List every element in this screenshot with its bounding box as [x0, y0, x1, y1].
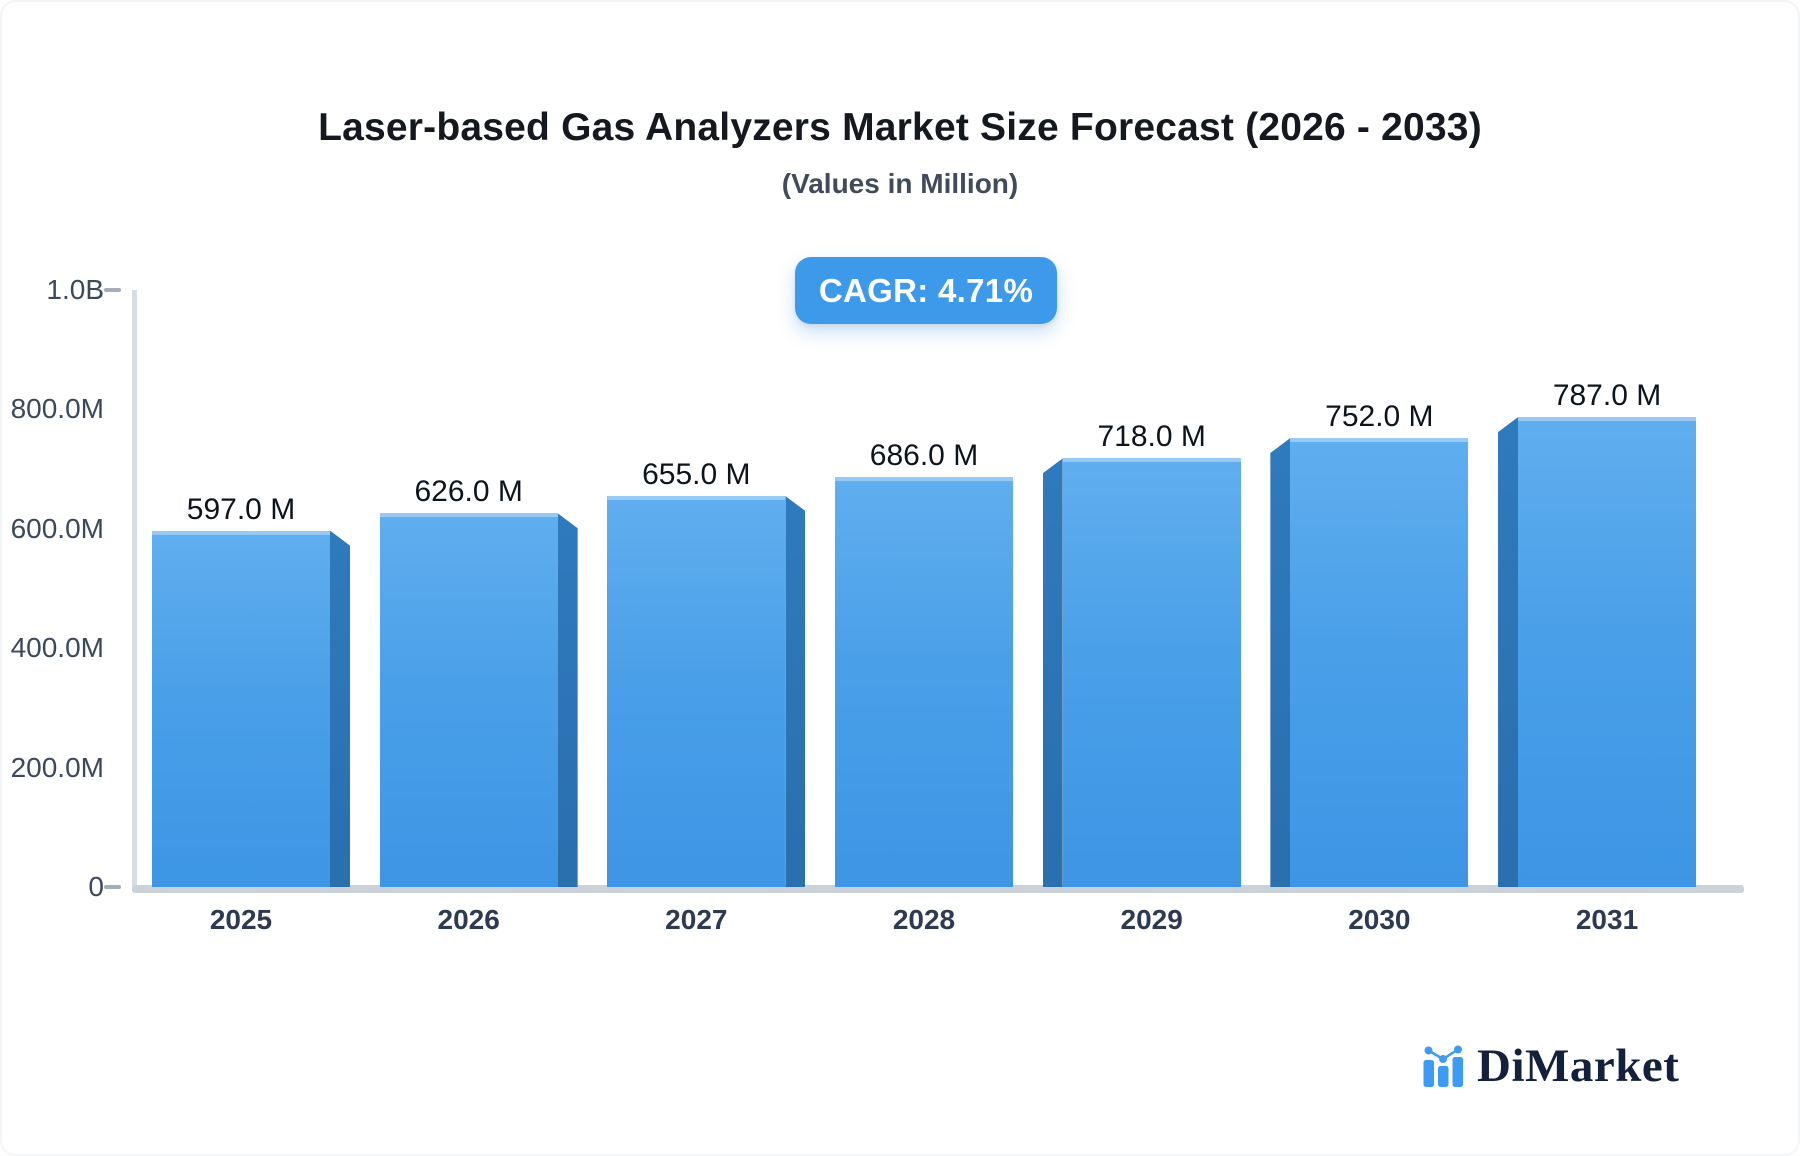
- bar-2026[interactable]: [379, 513, 558, 887]
- y-axis-label: 200.0M: [10, 751, 104, 783]
- bar-side-face: [1042, 458, 1063, 887]
- bar-value-label: 655.0 M: [642, 457, 751, 491]
- x-axis-label: 2029: [1120, 904, 1183, 935]
- y-axis-label: 600.0M: [10, 512, 104, 544]
- bar-2029[interactable]: [1062, 458, 1241, 887]
- y-axis-tick-zero: [104, 885, 121, 889]
- bar-value-label: 597.0 M: [186, 492, 296, 526]
- cagr-badge: CAGR: 4.71%: [795, 257, 1057, 324]
- bar-side-face: [557, 513, 578, 887]
- bar-side-face: [1270, 438, 1291, 887]
- x-axis-label: 2025: [209, 904, 273, 935]
- y-axis-label: 0: [88, 871, 104, 902]
- bar-side-face: [330, 530, 350, 887]
- bar-value-label: 718.0 M: [1097, 420, 1206, 454]
- bar-value-label: 626.0 M: [414, 475, 523, 509]
- x-axis-label: 2031: [1575, 904, 1639, 935]
- y-axis-label: 1.0B: [46, 274, 104, 305]
- x-axis-line: [132, 885, 1744, 893]
- bar-2031[interactable]: [1518, 417, 1697, 887]
- x-axis-label: 2030: [1348, 904, 1411, 935]
- y-axis-line: [132, 290, 137, 887]
- bar-value-label: 787.0 M: [1552, 379, 1662, 413]
- bar-value-label: 686.0 M: [869, 439, 979, 473]
- bar-value-label: 752.0 M: [1325, 400, 1434, 434]
- bar-side-face: [785, 495, 806, 887]
- bar-side-face: [1498, 417, 1519, 887]
- bar-2025[interactable]: [152, 530, 330, 887]
- bar-2027[interactable]: [607, 495, 786, 887]
- dimarket-logo: DiMarket: [1422, 1038, 1679, 1094]
- chart-subtitle: (Values in Million): [781, 168, 1019, 199]
- y-axis-label: 400.0M: [10, 632, 104, 664]
- y-axis-label: 800.0M: [10, 393, 104, 425]
- dimarket-logo-icon: [1423, 1045, 1463, 1087]
- x-axis-label: 2026: [437, 904, 500, 935]
- dimarket-logo-text: DiMarket: [1477, 1040, 1680, 1092]
- bar-2030[interactable]: [1290, 438, 1469, 887]
- bar-2028[interactable]: [835, 477, 1013, 887]
- x-axis-label: 2027: [665, 904, 728, 935]
- chart-title: Laser-based Gas Analyzers Market Size Fo…: [318, 106, 1482, 149]
- y-axis-tick-top: [104, 288, 121, 292]
- x-axis-label: 2028: [892, 904, 956, 935]
